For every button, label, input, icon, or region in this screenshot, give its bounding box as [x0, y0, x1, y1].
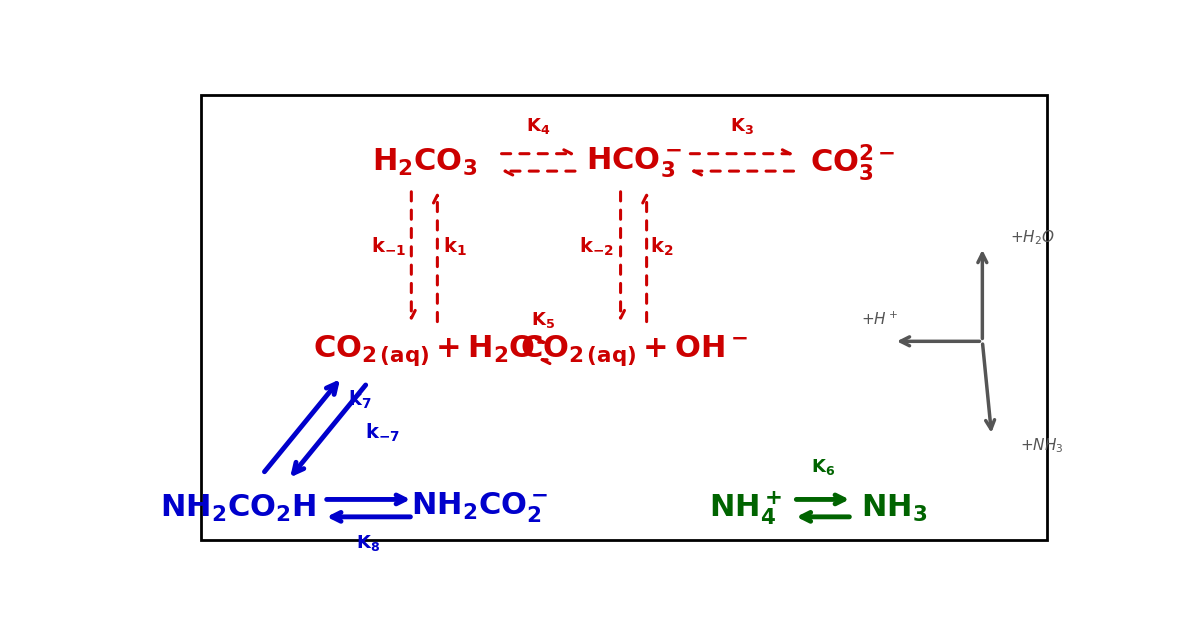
Text: $\mathbf{k_{-2}}$: $\mathbf{k_{-2}}$	[578, 236, 614, 258]
FancyBboxPatch shape	[202, 95, 1048, 539]
Text: $+H_2O$: $+H_2O$	[1010, 228, 1055, 247]
Text: $\mathbf{K_8}$: $\mathbf{K_8}$	[356, 533, 380, 553]
Text: $\mathbf{k_{-1}}$: $\mathbf{k_{-1}}$	[371, 236, 407, 258]
Text: $\mathbf{CO_{2\,(aq)} + H_2O}$: $\mathbf{CO_{2\,(aq)} + H_2O}$	[313, 333, 535, 369]
Text: $\mathbf{K_4}$: $\mathbf{K_4}$	[526, 116, 551, 136]
Text: $+NH_3$: $+NH_3$	[1020, 436, 1063, 455]
Text: $\mathbf{CO_{2\,(aq)} + OH^-}$: $\mathbf{CO_{2\,(aq)} + OH^-}$	[520, 333, 748, 369]
Text: $\mathbf{k_1}$: $\mathbf{k_1}$	[443, 236, 467, 258]
Text: $\mathbf{HCO_3^-}$: $\mathbf{HCO_3^-}$	[586, 145, 682, 180]
Text: $\mathbf{k_{-7}}$: $\mathbf{k_{-7}}$	[365, 422, 400, 445]
Text: $\mathbf{CO_3^{2-}}$: $\mathbf{CO_3^{2-}}$	[810, 142, 895, 183]
Text: $\mathbf{NH_2CO_2^-}$: $\mathbf{NH_2CO_2^-}$	[412, 491, 548, 526]
Text: $+ H^+$: $+ H^+$	[862, 310, 899, 328]
Text: $\mathbf{NH_2CO_2H}$: $\mathbf{NH_2CO_2H}$	[161, 492, 317, 524]
Text: $\mathbf{k_2}$: $\mathbf{k_2}$	[649, 236, 673, 258]
Text: $\mathbf{K_5}$: $\mathbf{K_5}$	[530, 310, 554, 330]
Text: $\mathbf{K_6}$: $\mathbf{K_6}$	[811, 457, 835, 477]
Text: $\mathbf{NH_4^+}$: $\mathbf{NH_4^+}$	[709, 489, 781, 527]
Text: $\mathbf{H_2CO_3}$: $\mathbf{H_2CO_3}$	[372, 147, 476, 178]
Text: $\mathbf{k_7}$: $\mathbf{k_7}$	[348, 389, 372, 411]
Text: $\mathbf{K_3}$: $\mathbf{K_3}$	[730, 116, 754, 136]
Text: $\mathbf{NH_3}$: $\mathbf{NH_3}$	[860, 492, 928, 524]
